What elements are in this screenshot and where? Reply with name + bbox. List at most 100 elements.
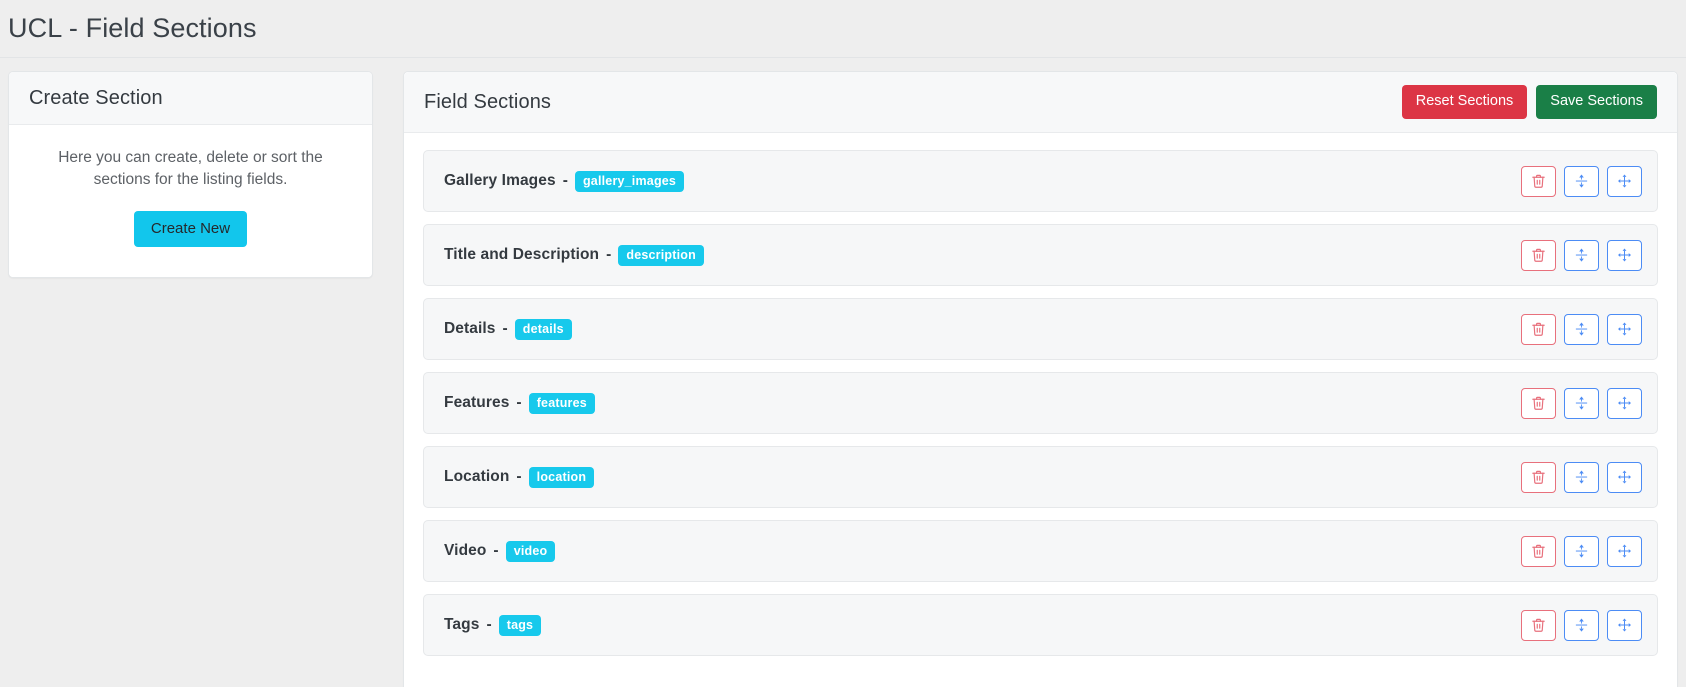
sort-section-button[interactable] (1564, 165, 1599, 197)
section-slug-badge: gallery_images (574, 170, 685, 193)
arrows-up-down-icon (1574, 173, 1589, 189)
section-row[interactable]: Tags - tags (423, 594, 1658, 657)
move-section-button[interactable] (1607, 535, 1642, 567)
arrows-up-down-icon (1574, 617, 1589, 633)
section-slug-badge: features (528, 392, 595, 415)
move-section-button[interactable] (1607, 461, 1642, 493)
arrows-up-down-icon (1574, 247, 1589, 263)
section-row[interactable]: Features - features (423, 372, 1658, 435)
section-row-label: Title and Description - description (444, 244, 704, 267)
page-header: UCL - Field Sections (0, 0, 1686, 58)
section-name: Gallery Images (444, 172, 556, 190)
section-row-label: Details - details (444, 318, 572, 341)
section-slug-badge: tags (498, 614, 542, 637)
arrows-move-icon (1617, 247, 1632, 263)
section-slug-badge: description (618, 244, 704, 267)
create-section-card-header: Create Section (9, 72, 372, 125)
section-name: Title and Description (444, 246, 600, 264)
trash-icon (1531, 321, 1546, 337)
section-row-actions (1521, 535, 1642, 567)
delete-section-button[interactable] (1521, 239, 1556, 271)
trash-icon (1531, 469, 1546, 485)
section-separator: - (493, 542, 499, 560)
section-separator: - (516, 468, 522, 486)
arrows-move-icon (1617, 321, 1632, 337)
arrows-move-icon (1617, 543, 1632, 559)
section-row[interactable]: Video - video (423, 520, 1658, 583)
section-row[interactable]: Location - location (423, 446, 1658, 509)
create-section-help-text: Here you can create, delete or sort the … (58, 149, 323, 189)
section-name: Location (444, 468, 510, 486)
section-row-actions (1521, 313, 1642, 345)
arrows-up-down-icon (1574, 543, 1589, 559)
trash-icon (1531, 543, 1546, 559)
arrows-up-down-icon (1574, 469, 1589, 485)
section-row-label: Features - features (444, 392, 595, 415)
trash-icon (1531, 617, 1546, 633)
section-name: Features (444, 394, 510, 412)
section-row[interactable]: Title and Description - description (423, 224, 1658, 287)
create-section-card: Create Section Here you can create, dele… (8, 71, 373, 279)
section-row-actions (1521, 239, 1642, 271)
sort-section-button[interactable] (1564, 609, 1599, 641)
section-row-label: Tags - tags (444, 614, 542, 637)
arrows-move-icon (1617, 395, 1632, 411)
delete-section-button[interactable] (1521, 313, 1556, 345)
move-section-button[interactable] (1607, 609, 1642, 641)
section-row-label: Location - location (444, 466, 595, 489)
section-separator: - (606, 246, 612, 264)
move-section-button[interactable] (1607, 165, 1642, 197)
create-section-title: Create Section (29, 87, 163, 109)
trash-icon (1531, 395, 1546, 411)
sort-section-button[interactable] (1564, 313, 1599, 345)
delete-section-button[interactable] (1521, 609, 1556, 641)
field-sections-header: Field Sections Reset Sections Save Secti… (404, 72, 1677, 134)
delete-section-button[interactable] (1521, 461, 1556, 493)
sort-section-button[interactable] (1564, 535, 1599, 567)
section-name: Details (444, 320, 496, 338)
create-new-button[interactable]: Create New (133, 210, 248, 248)
sort-section-button[interactable] (1564, 461, 1599, 493)
sort-section-button[interactable] (1564, 387, 1599, 419)
section-slug-badge: video (505, 540, 556, 563)
field-sections-title: Field Sections (424, 90, 552, 113)
page-layout: Create Section Here you can create, dele… (0, 58, 1686, 687)
page-title: UCL - Field Sections (8, 13, 257, 43)
field-sections-list: Gallery Images - gallery_images Title and D… (404, 133, 1677, 657)
section-separator: - (502, 320, 508, 338)
section-row-label: Gallery Images - gallery_images (444, 170, 685, 193)
section-row-actions (1521, 387, 1642, 419)
section-row-label: Video - video (444, 540, 556, 563)
move-section-button[interactable] (1607, 313, 1642, 345)
section-slug-badge: details (514, 318, 572, 341)
section-separator: - (486, 616, 492, 634)
field-sections-bottom-spacer (404, 668, 1677, 687)
reset-sections-button[interactable]: Reset Sections (1401, 85, 1528, 120)
section-name: Tags (444, 616, 480, 634)
trash-icon (1531, 173, 1546, 189)
field-sections-card: Field Sections Reset Sections Save Secti… (403, 71, 1678, 687)
arrows-move-icon (1617, 617, 1632, 633)
section-separator: - (562, 172, 568, 190)
sort-section-button[interactable] (1564, 239, 1599, 271)
arrows-up-down-icon (1574, 321, 1589, 337)
arrows-move-icon (1617, 173, 1632, 189)
section-row[interactable]: Details - details (423, 298, 1658, 361)
save-sections-button[interactable]: Save Sections (1536, 85, 1657, 120)
delete-section-button[interactable] (1521, 387, 1556, 419)
move-section-button[interactable] (1607, 387, 1642, 419)
section-name: Video (444, 542, 487, 560)
move-section-button[interactable] (1607, 239, 1642, 271)
section-row-actions (1521, 461, 1642, 493)
field-sections-header-actions: Reset Sections Save Sections (1401, 85, 1657, 120)
delete-section-button[interactable] (1521, 165, 1556, 197)
section-row-actions (1521, 609, 1642, 641)
arrows-move-icon (1617, 469, 1632, 485)
section-row[interactable]: Gallery Images - gallery_images (423, 150, 1658, 213)
arrows-up-down-icon (1574, 395, 1589, 411)
section-row-actions (1521, 165, 1642, 197)
create-section-card-body: Here you can create, delete or sort the … (9, 125, 372, 278)
section-separator: - (516, 394, 522, 412)
delete-section-button[interactable] (1521, 535, 1556, 567)
section-slug-badge: location (528, 466, 595, 489)
